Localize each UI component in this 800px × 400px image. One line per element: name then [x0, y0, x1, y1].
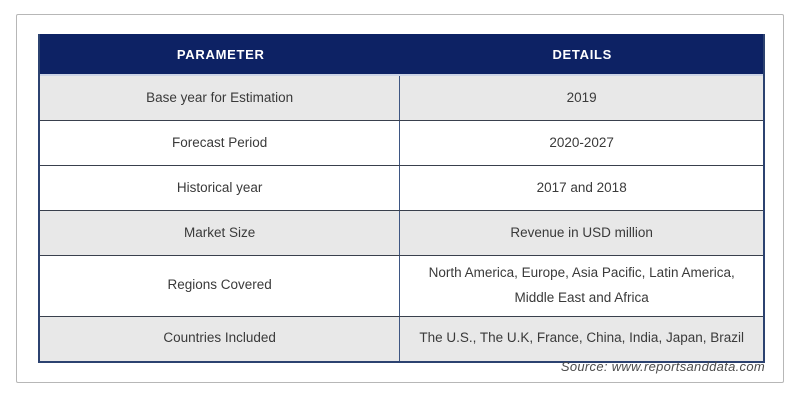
details-cell: North America, Europe, Asia Pacific, Lat… [399, 256, 763, 316]
parameter-cell: Countries Included [40, 316, 400, 361]
details-cell: 2017 and 2018 [399, 166, 763, 210]
table-row: Market Size Revenue in USD million [40, 210, 763, 255]
parameter-cell: Regions Covered [40, 256, 400, 316]
table-row: Forecast Period 2020-2027 [40, 120, 763, 165]
table-row: Regions Covered North America, Europe, A… [40, 255, 763, 316]
details-cell: 2019 [399, 76, 763, 120]
content-frame: PARAMETER DETAILS Base year for Estimati… [16, 14, 784, 383]
column-header-details: DETAILS [552, 46, 613, 62]
parameter-cell: Base year for Estimation [40, 76, 400, 120]
spec-table: PARAMETER DETAILS Base year for Estimati… [38, 34, 765, 363]
table-row: Base year for Estimation 2019 [40, 76, 763, 120]
parameter-cell: Historical year [40, 166, 400, 210]
source-attribution: Source: www.reportsanddata.com [560, 359, 765, 374]
table-header-row: PARAMETER DETAILS [40, 34, 763, 76]
table-row: Countries Included The U.S., The U.K, Fr… [40, 315, 763, 361]
details-cell: 2020-2027 [399, 121, 763, 165]
table-row: Historical year 2017 and 2018 [40, 165, 763, 210]
parameter-cell: Forecast Period [40, 121, 400, 165]
parameter-cell: Market Size [40, 211, 400, 255]
column-header-parameter: PARAMETER [176, 46, 265, 62]
details-cell: Revenue in USD million [399, 211, 763, 255]
details-cell: The U.S., The U.K, France, China, India,… [399, 316, 763, 361]
